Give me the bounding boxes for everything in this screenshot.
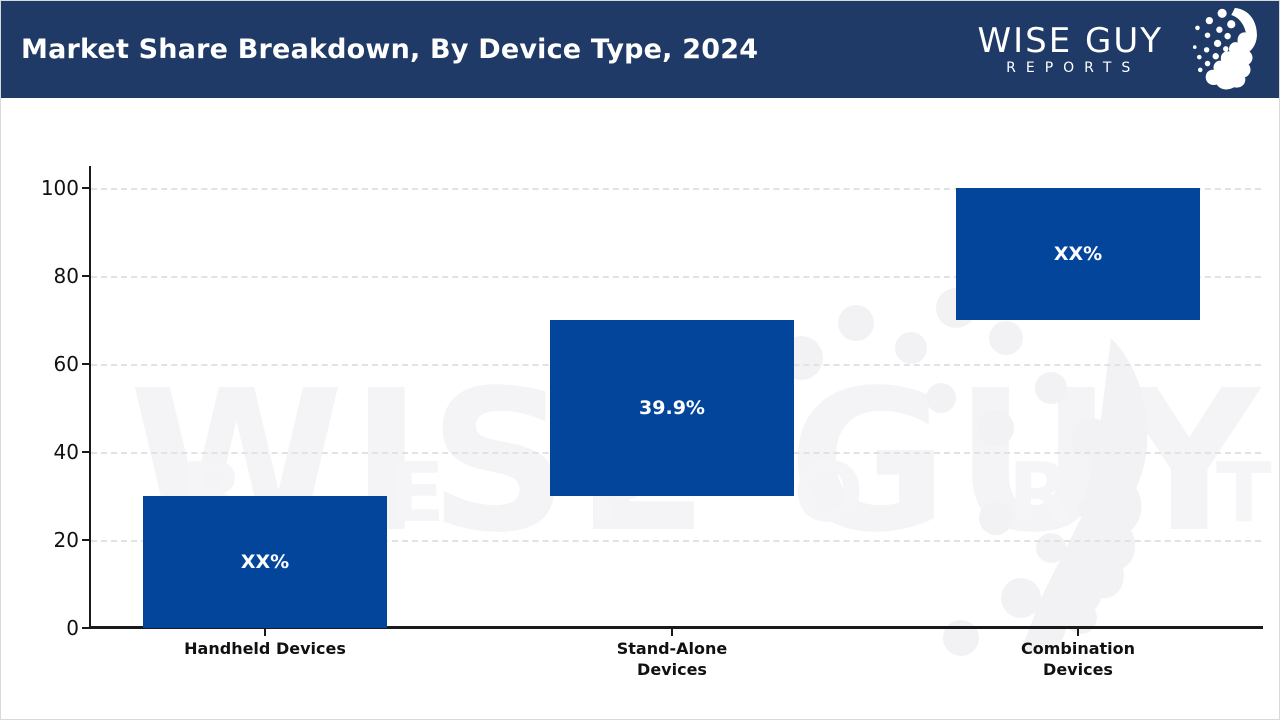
x-tick-mark-0 [264, 628, 266, 636]
x-category-label-handheld-devices: Handheld Devices [184, 639, 346, 658]
x-tick-mark-1 [671, 628, 673, 636]
gridline-80 [91, 276, 1261, 278]
y-tick-mark-60 [82, 363, 89, 365]
bar-value-label: XX% [1053, 243, 1103, 265]
y-tick-label-40: 40 [53, 440, 79, 464]
chart-title: Market Share Breakdown, By Device Type, … [21, 34, 759, 65]
y-tick-label-0: 0 [66, 616, 79, 640]
y-tick-label-20: 20 [53, 528, 79, 552]
y-tick-mark-100 [82, 187, 89, 189]
y-tick-mark-40 [82, 451, 89, 453]
y-tick-label-100: 100 [40, 176, 79, 200]
header-bar: Market Share Breakdown, By Device Type, … [1, 1, 1279, 98]
bar-value-label: XX% [240, 551, 290, 573]
y-tick-mark-80 [82, 275, 89, 277]
wise-guy-reports-logo: WISE GUY REPORTS [977, 6, 1259, 94]
x-axis-line [89, 626, 1263, 629]
y-tick-mark-20 [82, 539, 89, 541]
x-category-label-combination-devices: Combination Devices [1020, 639, 1136, 679]
y-tick-label-80: 80 [53, 264, 79, 288]
gridline-100 [91, 188, 1261, 190]
logo-text: WISE GUY REPORTS [977, 24, 1163, 76]
bar-stand-alone-devices: 39.9% [550, 320, 794, 496]
y-tick-mark-0 [82, 627, 89, 629]
gridline-20 [91, 540, 1261, 542]
logo-wordmark: WISE GUY [977, 20, 1163, 61]
x-tick-mark-2 [1077, 628, 1079, 636]
y-tick-label-60: 60 [53, 352, 79, 376]
y-axis-line [89, 166, 91, 628]
logo-face-icon [1167, 6, 1259, 94]
bar-value-label: 39.9% [639, 397, 705, 419]
logo-subtitle: REPORTS [1006, 59, 1141, 76]
bar-combination-devices: XX% [956, 188, 1200, 320]
bar-handheld-devices: XX% [143, 496, 387, 628]
x-category-label-stand-alone-devices: Stand-Alone Devices [616, 639, 728, 679]
